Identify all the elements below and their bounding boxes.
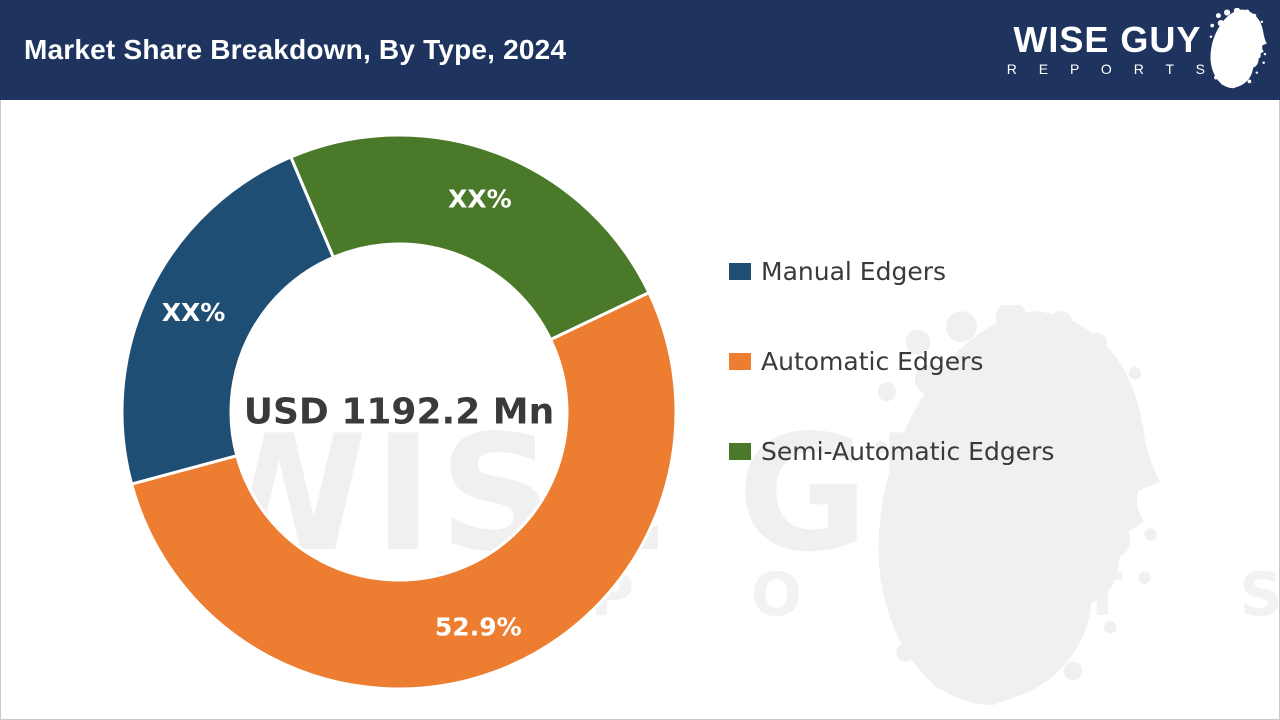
logo-subtitle: R E P O R T S (1006, 60, 1214, 77)
donut-center-value: USD 1192.2 Mn (243, 391, 555, 433)
chart-legend: Manual Edgers Automatic Edgers Semi-Auto… (729, 256, 1054, 526)
page-title: Market Share Breakdown, By Type, 2024 (24, 34, 567, 65)
header-bar: Market Share Breakdown, By Type, 2024 WI… (0, 0, 1280, 100)
segment-label: XX% (448, 184, 512, 213)
legend-swatch-manual-edgers (729, 262, 751, 280)
logo-text: WISE GUY R E P O R T S (1001, 20, 1214, 77)
legend-item-automatic-edgers: Automatic Edgers (729, 346, 1054, 376)
segment-label: XX% (162, 298, 226, 327)
legend-label: Semi-Automatic Edgers (761, 436, 1055, 466)
donut-segment-manual-edgers (120, 155, 335, 486)
donut-segment-semi-automatic-edgers (289, 133, 651, 342)
donut-chart: XX% 52.9% XX% (120, 133, 678, 691)
segment-label: 52.9% (435, 612, 522, 641)
wise-guy-reports-logo: WISE GUY R E P O R T S (1001, 8, 1268, 89)
chart-area: WISE GUY R E P O R T S XX%52.9%XX% USD 1… (0, 100, 1280, 720)
logo-wordmark: WISE GUY (1013, 19, 1202, 61)
legend-item-semi-automatic-edgers: Semi-Automatic Edgers (729, 436, 1054, 466)
legend-swatch-automatic-edgers (729, 352, 751, 370)
legend-swatch-semi-automatic-edgers (729, 442, 751, 460)
legend-label: Manual Edgers (761, 256, 947, 286)
dotted-face-logo-icon (1209, 8, 1267, 89)
legend-label: Automatic Edgers (761, 346, 984, 376)
legend-item-manual-edgers: Manual Edgers (729, 256, 1054, 286)
donut-segment-automatic-edgers (130, 291, 678, 691)
